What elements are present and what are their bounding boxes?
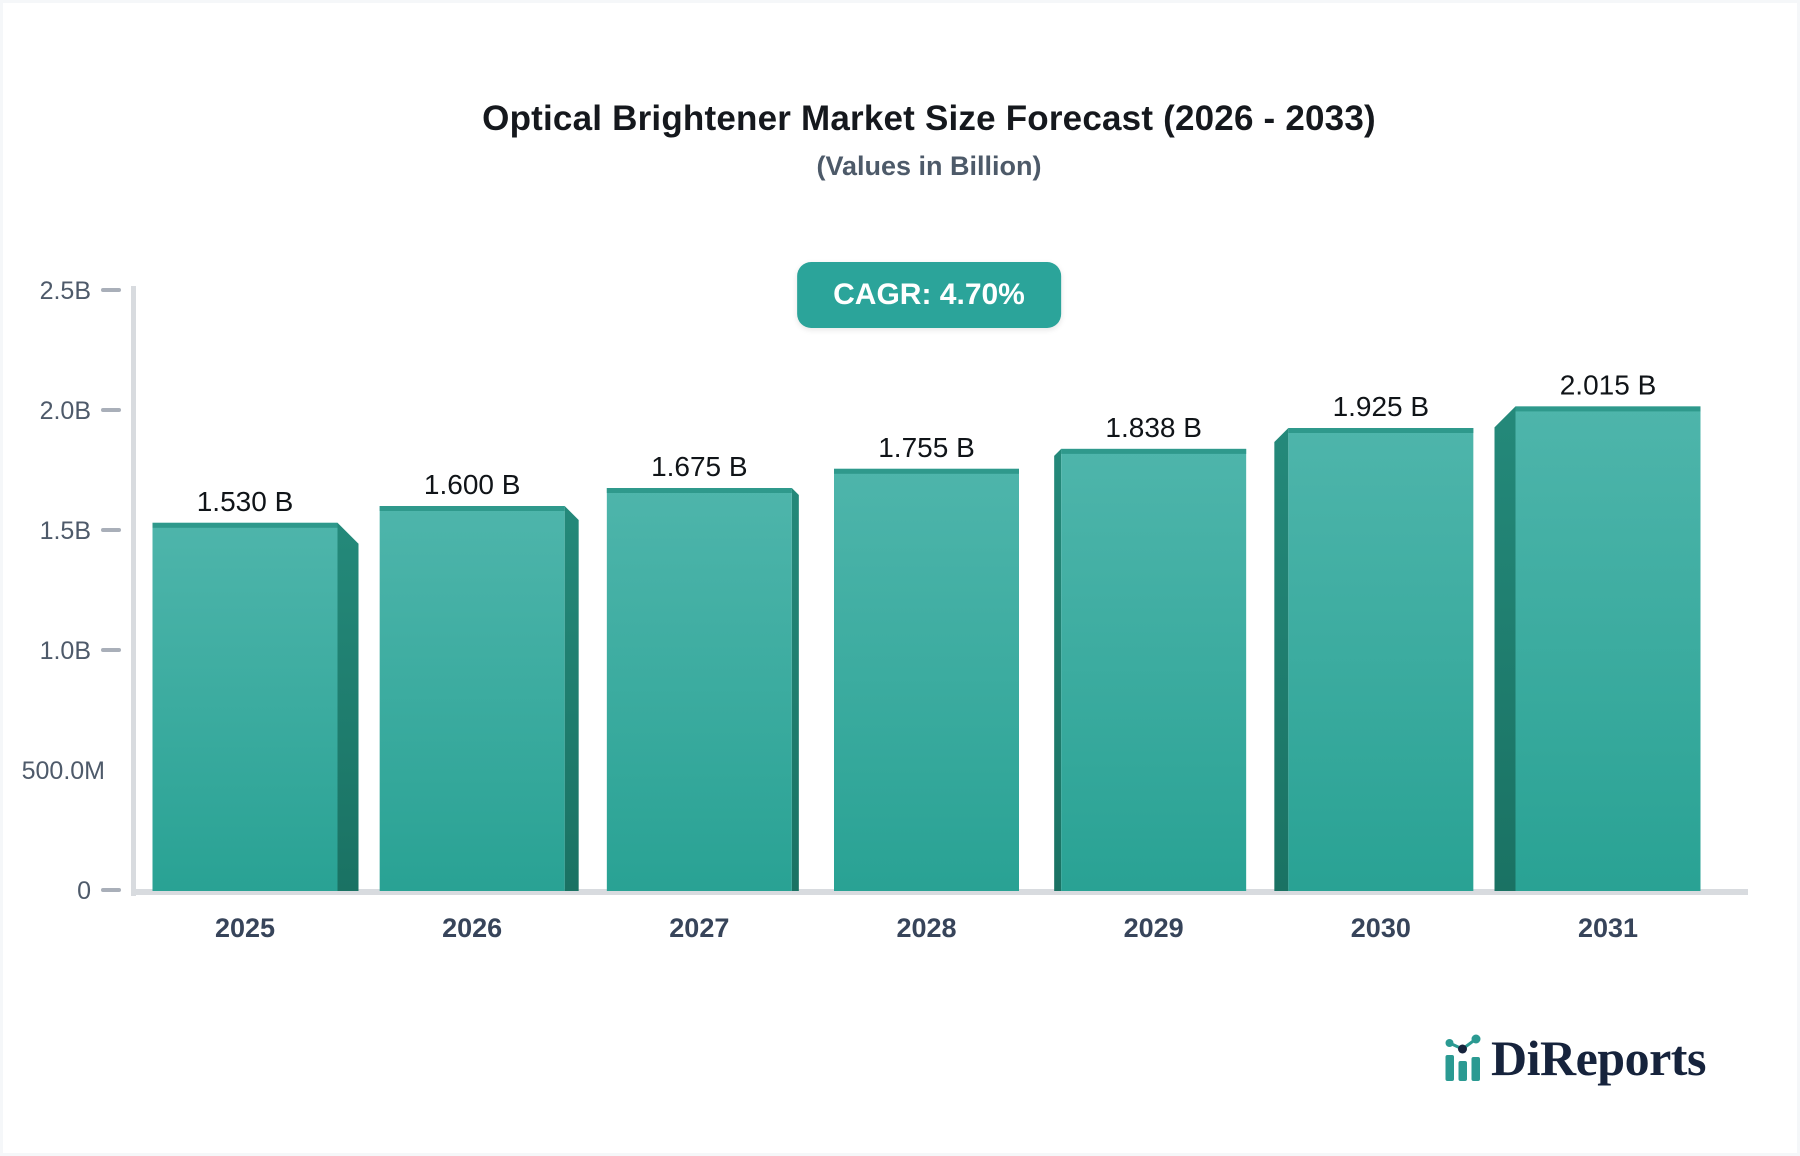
bar-value-label: 1.675 B: [651, 451, 748, 482]
bar-top-edge: [152, 522, 338, 528]
bar-face: [834, 468, 1020, 891]
x-axis-label: 2031: [1578, 913, 1638, 943]
chart-title: Optical Brightener Market Size Forecast …: [482, 99, 1376, 138]
y-axis-label: 500.0M: [22, 757, 105, 785]
logo-bars: [1445, 1055, 1480, 1081]
bar-face: [1061, 448, 1247, 891]
bar-side: [1494, 406, 1516, 891]
x-axis-label: 2026: [442, 913, 502, 943]
x-axis-label: 2029: [1124, 913, 1184, 943]
y-axis-label: 2.5B: [40, 277, 91, 305]
cagr-badge: CAGR: 4.70%: [797, 262, 1061, 328]
bar-face: [152, 522, 338, 891]
x-axis-line: [131, 889, 1748, 895]
bar-face: [379, 506, 565, 891]
bar-side: [1274, 428, 1289, 891]
cagr-badge-label: CAGR: 4.70%: [833, 278, 1025, 311]
chart-subtitle: (Values in Billion): [816, 151, 1042, 181]
x-axis-label: 2030: [1351, 913, 1411, 943]
bar-value-label: 1.530 B: [197, 486, 294, 517]
logo-dot-middle: [1458, 1044, 1467, 1054]
bar-value-label: 1.838 B: [1105, 412, 1202, 443]
bar-side: [337, 522, 359, 891]
y-axis-label: 2.0B: [40, 397, 91, 425]
bar-face: [1288, 428, 1474, 891]
chart-canvas: 2.5B 2.0B 1.5B 1.0B 500.0M 0 1.530 B 2025 1.600 …: [22, 277, 1748, 943]
x-axis-label: 2028: [896, 913, 956, 943]
y-axis-label: 1.0B: [40, 637, 91, 665]
y-axis-label: 0: [77, 877, 91, 905]
bar-side: [1054, 448, 1062, 891]
direports-logo: DiReports: [1444, 1033, 1706, 1083]
bar-value-label: 1.600 B: [424, 469, 521, 500]
x-axis-label: 2025: [215, 913, 275, 943]
bar-top-edge: [1288, 428, 1474, 433]
logo-dot-left: [1445, 1039, 1454, 1047]
bar-value-label: 1.925 B: [1333, 391, 1430, 422]
direports-logo-icon: [1445, 1034, 1481, 1081]
bar-top-edge: [1515, 406, 1701, 412]
bar-value-label: 1.755 B: [878, 432, 975, 463]
bar-top-edge: [1061, 448, 1247, 454]
y-axis-tick: [101, 888, 121, 892]
bar-face: [606, 488, 792, 891]
y-axis-tick: [101, 288, 121, 292]
bar-top-edge: [379, 506, 565, 511]
y-axis-tick: [101, 528, 121, 532]
bar-top-edge: [606, 488, 792, 493]
direports-logo-text: DiReports: [1491, 1030, 1706, 1086]
y-axis-line: [131, 286, 136, 896]
bar-value-label: 2.015 B: [1560, 369, 1657, 400]
y-axis-tick: [101, 648, 121, 652]
logo-dot-right: [1471, 1034, 1481, 1044]
y-axis-label: 1.5B: [40, 517, 91, 545]
y-axis-tick: [101, 408, 121, 412]
x-axis-label: 2027: [669, 913, 729, 943]
bar-face: [1515, 406, 1701, 891]
bar-side: [791, 488, 799, 891]
bar-top-edge: [834, 468, 1020, 474]
bar-side: [564, 506, 579, 891]
